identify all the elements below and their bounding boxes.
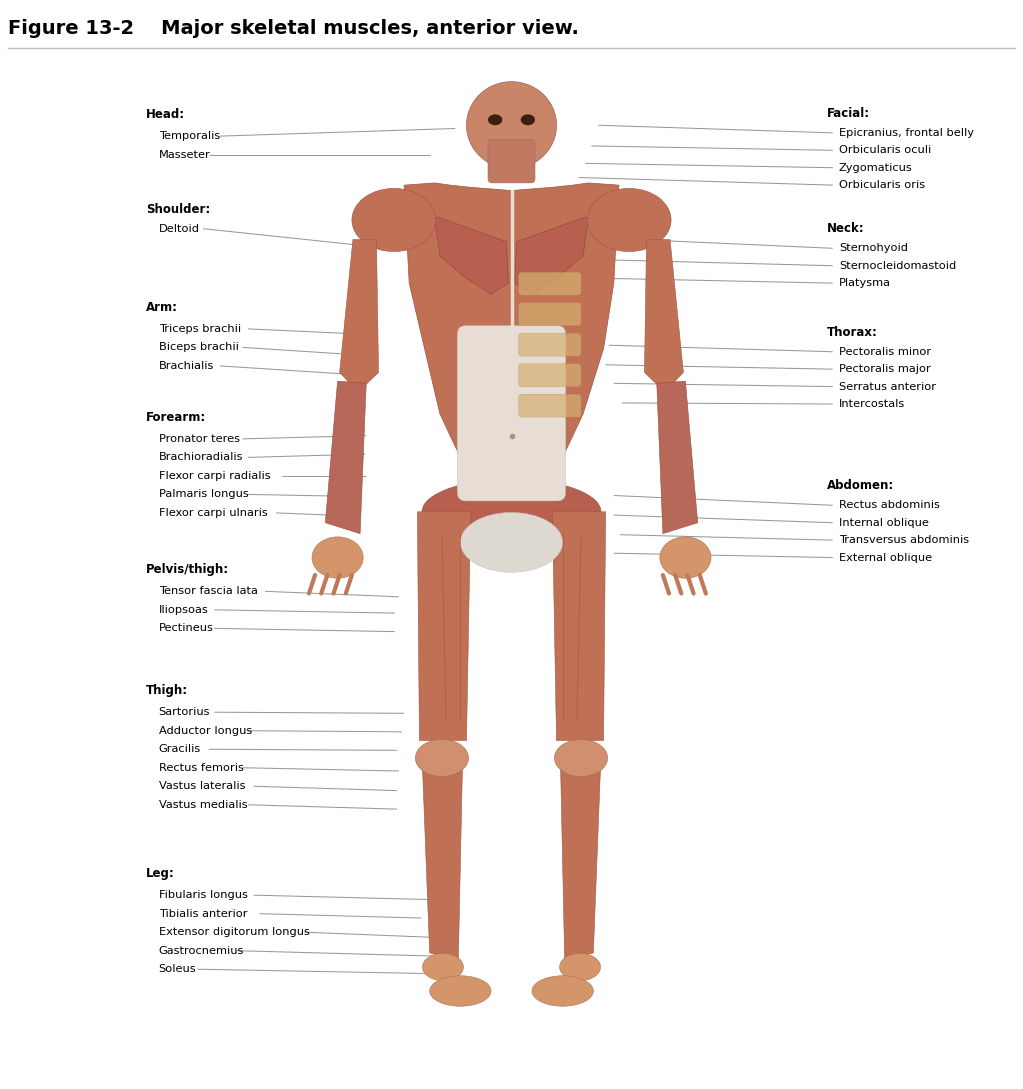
Text: Flexor carpi ulnaris: Flexor carpi ulnaris [159, 507, 267, 518]
FancyBboxPatch shape [519, 394, 581, 417]
Text: Zygomaticus: Zygomaticus [839, 162, 913, 173]
Text: Thorax:: Thorax: [827, 326, 878, 339]
FancyBboxPatch shape [457, 326, 566, 501]
FancyBboxPatch shape [519, 333, 581, 356]
Ellipse shape [415, 739, 469, 776]
Text: Pelvis/thigh:: Pelvis/thigh: [146, 563, 229, 576]
Polygon shape [404, 183, 619, 498]
Polygon shape [340, 240, 379, 392]
Text: Pectineus: Pectineus [159, 623, 214, 634]
Text: Sternohyoid: Sternohyoid [839, 243, 907, 254]
Text: Vastus lateralis: Vastus lateralis [159, 781, 246, 792]
Polygon shape [515, 218, 588, 294]
FancyBboxPatch shape [519, 364, 581, 387]
Polygon shape [657, 381, 698, 534]
Text: Head:: Head: [146, 108, 185, 121]
Text: Tensor fascia lata: Tensor fascia lata [159, 586, 258, 597]
Text: Sartorius: Sartorius [159, 707, 210, 718]
Text: Neck:: Neck: [827, 222, 864, 235]
Text: Brachialis: Brachialis [159, 360, 214, 371]
Text: Orbicularis oris: Orbicularis oris [839, 180, 925, 191]
Text: Platysma: Platysma [839, 278, 891, 289]
Ellipse shape [660, 537, 711, 578]
Text: Forearm:: Forearm: [146, 411, 207, 424]
Text: Biceps brachii: Biceps brachii [159, 342, 238, 353]
Text: Brachioradialis: Brachioradialis [159, 452, 243, 463]
Text: Triceps brachii: Triceps brachii [159, 323, 240, 334]
FancyBboxPatch shape [488, 139, 535, 183]
Text: Gracilis: Gracilis [159, 744, 201, 755]
FancyBboxPatch shape [519, 272, 581, 295]
Text: Facial:: Facial: [827, 107, 870, 120]
Text: Orbicularis oculi: Orbicularis oculi [839, 145, 931, 156]
Text: Tibialis anterior: Tibialis anterior [159, 908, 248, 919]
Text: Internal oblique: Internal oblique [839, 517, 929, 528]
Text: Vastus medialis: Vastus medialis [159, 799, 248, 810]
Ellipse shape [466, 82, 557, 169]
Ellipse shape [554, 739, 608, 776]
Text: Leg:: Leg: [146, 867, 175, 880]
Text: Sternocleidomastoid: Sternocleidomastoid [839, 260, 957, 271]
Text: Flexor carpi radialis: Flexor carpi radialis [159, 470, 270, 481]
Ellipse shape [460, 513, 563, 573]
Text: Pectoralis minor: Pectoralis minor [839, 346, 931, 357]
Ellipse shape [560, 954, 601, 980]
Ellipse shape [422, 954, 463, 980]
Polygon shape [325, 381, 366, 534]
Text: Palmaris longus: Palmaris longus [159, 489, 249, 500]
Text: Epicranius, frontal belly: Epicranius, frontal belly [839, 127, 974, 138]
Text: Extensor digitorum longus: Extensor digitorum longus [159, 927, 309, 938]
Ellipse shape [422, 479, 602, 544]
Text: Arm:: Arm: [146, 301, 178, 314]
Text: Pectoralis major: Pectoralis major [839, 364, 931, 375]
Text: Fibularis longus: Fibularis longus [159, 890, 248, 901]
Polygon shape [561, 768, 601, 960]
Text: External oblique: External oblique [839, 552, 932, 563]
Ellipse shape [352, 188, 436, 252]
Text: Temporalis: Temporalis [159, 131, 220, 142]
Text: Iliopsoas: Iliopsoas [159, 604, 209, 615]
Text: Serratus anterior: Serratus anterior [839, 381, 936, 392]
Text: Masseter: Masseter [159, 149, 211, 160]
Text: Gastrocnemius: Gastrocnemius [159, 945, 243, 956]
Polygon shape [552, 512, 606, 741]
Text: Deltoid: Deltoid [159, 223, 199, 234]
Polygon shape [417, 512, 471, 741]
Polygon shape [644, 240, 683, 392]
Text: Intercostals: Intercostals [839, 399, 905, 409]
Ellipse shape [521, 114, 535, 125]
Text: Figure 13-2    Major skeletal muscles, anterior view.: Figure 13-2 Major skeletal muscles, ante… [8, 19, 579, 38]
FancyBboxPatch shape [519, 303, 581, 326]
Text: Adductor longus: Adductor longus [159, 725, 252, 736]
Text: Soleus: Soleus [159, 964, 196, 975]
Ellipse shape [312, 537, 363, 578]
Polygon shape [422, 768, 462, 960]
Polygon shape [435, 218, 508, 294]
Text: Shoulder:: Shoulder: [146, 203, 211, 216]
Text: Thigh:: Thigh: [146, 684, 188, 697]
Text: Abdomen:: Abdomen: [827, 479, 894, 492]
Ellipse shape [587, 188, 671, 252]
Ellipse shape [532, 976, 593, 1006]
Text: Transversus abdominis: Transversus abdominis [839, 535, 969, 546]
Ellipse shape [488, 114, 502, 125]
Text: Rectus abdominis: Rectus abdominis [839, 500, 940, 511]
Text: Rectus femoris: Rectus femoris [159, 762, 243, 773]
Text: Pronator teres: Pronator teres [159, 433, 239, 444]
Ellipse shape [430, 976, 491, 1006]
